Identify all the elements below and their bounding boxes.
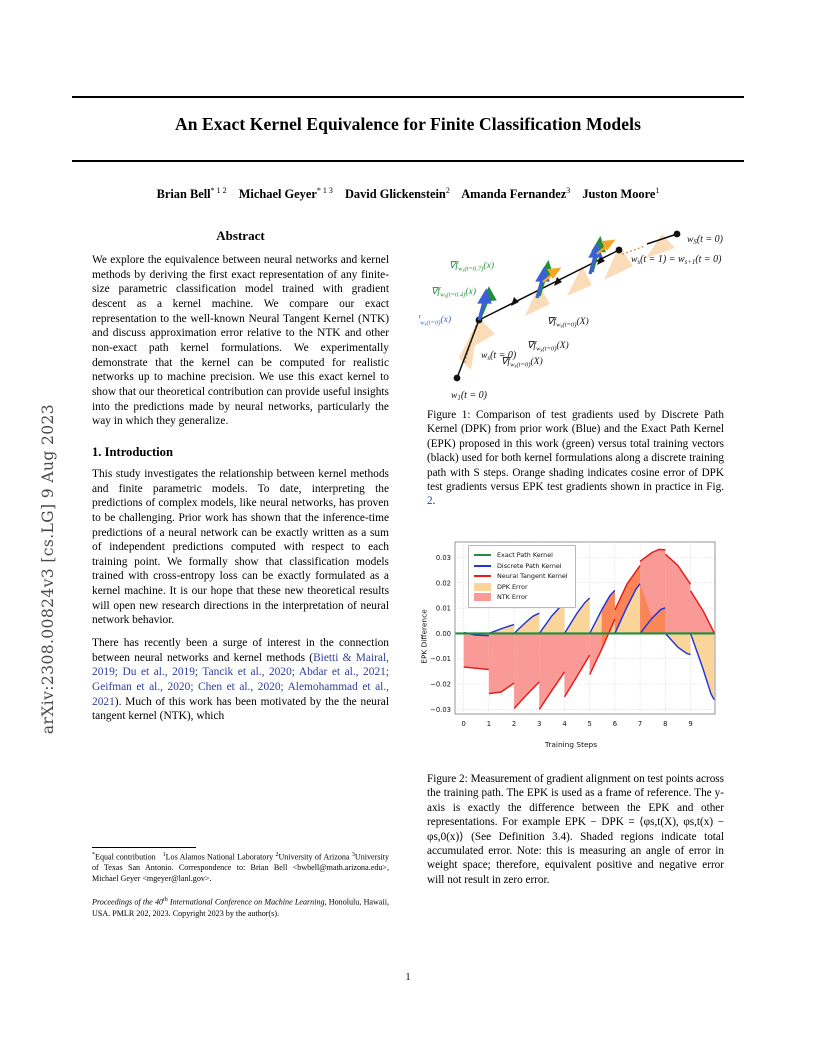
svg-text:5: 5 [588,720,592,728]
author-0: Brian Bell* 1 2 [156,186,227,202]
label-node-w1: w1(t = 0) [451,390,488,402]
footnote-rule [92,847,196,848]
svg-text:3: 3 [537,720,541,728]
label-node-ws0: ws(t = 0) [481,350,517,362]
series-neural-tangent-kernel [463,548,715,710]
citation-links[interactable]: Bietti & Mairal, 2019; Du et al., 2019; … [92,651,389,708]
svg-text:0: 0 [462,720,466,728]
svg-text:7: 7 [638,720,642,728]
label-node-ws1: ws(t = 1) = ws+1(t = 0) [631,254,722,266]
legend-patch-orange [474,582,491,591]
label-grad-00-x: ∇fws(t=0)(x) [419,314,451,328]
intro-paragraph-2: There has recently been a surge of inter… [92,636,389,724]
svg-text:1: 1 [487,720,491,728]
label-train-grad-2: ∇fws(t=0)(X) [527,340,569,354]
svg-text:2: 2 [512,720,516,728]
svg-text:0.02: 0.02 [436,579,451,587]
training-vector-arrows [511,256,605,306]
title-rule-bottom [72,160,744,162]
fig1-caption-text: Figure 1: Comparison of test gradients u… [427,409,724,493]
legend-item-exact-path-kernel: Exact Path Kernel [474,550,568,561]
legend-swatch-blue [474,564,491,567]
figure-2-reference-link[interactable]: 2 [427,495,433,508]
page-number: 1 [405,972,411,983]
section-heading-introduction: 1. Introduction [92,444,173,459]
y-axis-label: EPK Difference [419,609,429,664]
figure-2-chart: 0.03 0.02 0.01 0.00 −0.01 −0.02 −0.03 0 … [415,536,727,758]
svg-text:0.03: 0.03 [436,554,451,562]
y-axis-ticks: 0.03 0.02 0.01 0.00 −0.01 −0.02 −0.03 [430,554,451,714]
figure-2-caption: Figure 2: Measurement of gradient alignm… [427,772,724,887]
proceedings-note: Proceedings of the 40th International Co… [92,897,389,918]
page-title: An Exact Kernel Equivalence for Finite C… [175,114,641,134]
author-4: Juston Moore1 [582,186,660,202]
x-axis-label: Training Steps [544,740,598,749]
legend-item-dpk-error: DPK Error [474,582,568,593]
author-3: Amanda Fernandez3 [461,186,571,202]
legend-patch-pink [474,593,491,602]
x-axis-ticks: 0 1 2 3 4 5 6 7 8 9 [462,720,693,728]
svg-text:−0.03: −0.03 [430,706,451,714]
svg-text:0.00: 0.00 [436,630,451,638]
chart-legend: Exact Path Kernel Discrete Path Kernel N… [468,545,576,608]
fig2-caption-text: Figure 2: Measurement of gradient alignm… [427,773,724,886]
svg-text:−0.01: −0.01 [430,655,451,663]
footnote-block: *Equal contribution 1Los Alamos National… [92,847,389,919]
footnote-affiliations: *Equal contribution 1Los Alamos National… [92,852,390,883]
label-grad-07: ∇fws(t=0.7)(x) [449,260,494,274]
svg-text:4: 4 [562,720,566,728]
legend-item-ntk-error: NTK Error [474,592,568,603]
svg-text:6: 6 [613,720,617,728]
dpk-error-arrows [542,239,616,283]
figure-1-caption: Figure 1: Comparison of test gradients u… [427,409,724,508]
author-list: Brian Bell* 1 2 Michael Geyer* 1 3 David… [72,186,744,202]
intro-p2-pre: There has recently been a surge of inter… [92,637,389,664]
svg-text:9: 9 [688,720,692,728]
label-train-grad-1: ∇fws(t=0)(X) [547,316,589,330]
figure-1-svg: ∇fws(t=0.7)(x) ∇fws(t=0.4)(x) ∇fws(t=0)(… [411,230,724,402]
abstract-heading: Abstract [216,228,265,243]
svg-text:8: 8 [663,720,667,728]
svg-text:0.01: 0.01 [436,605,451,613]
svg-text:−0.02: −0.02 [430,681,451,689]
legend-swatch-green [474,554,491,557]
label-node-wS: wS(t = 0) [687,234,724,246]
intro-paragraph-1: This study investigates the relationship… [92,467,389,627]
intro-p2-post: ). Much of this work has been motivated … [92,695,389,723]
abstract-text: We explore the equivalence between neura… [92,254,389,428]
title-rule-top [72,96,744,98]
legend-item-discrete-path-kernel: Discrete Path Kernel [474,561,568,572]
author-1: Michael Geyer* 1 3 [238,186,333,202]
dpk-gradient-arrows [477,242,603,321]
legend-item-neural-tangent-kernel: Neural Tangent Kernel [474,571,568,582]
left-column: Abstract We explore the equivalence betw… [92,228,389,732]
chart-svg: 0.03 0.02 0.01 0.00 −0.01 −0.02 −0.03 0 … [430,541,716,728]
legend-swatch-red [474,575,491,578]
label-grad-04: ∇fws(t=0.4)(x) [431,286,476,300]
author-2: David Glickenstein2 [344,186,450,202]
arxiv-stamp: arXiv:2308.00824v3 [cs.LG] 9 Aug 2023 [39,403,57,735]
figure-1-graphic: ∇fws(t=0.7)(x) ∇fws(t=0.4)(x) ∇fws(t=0)(… [411,230,731,402]
